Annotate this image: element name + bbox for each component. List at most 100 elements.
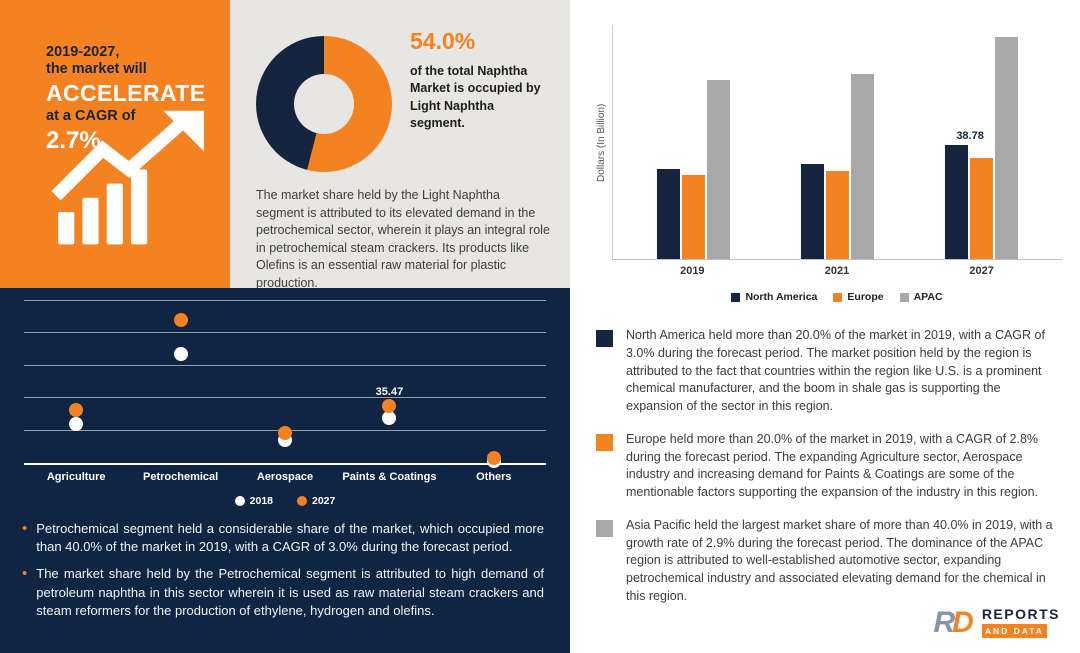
region-note-1: North America held more than 20.0% of th… <box>596 327 1058 416</box>
promo-cagr-value: 2.7% <box>46 127 101 155</box>
scatter-legend: 2018 2027 <box>24 495 546 507</box>
scatter-chart: 35.47 Agriculture Petrochemical Aerospace P… <box>24 300 546 507</box>
bar-plot-area: 38.78 <box>612 25 1062 260</box>
segment-insights: • Petrochemical segment held a considerab… <box>22 520 544 620</box>
region-note-text: North America held more than 20.0% of th… <box>626 328 1045 413</box>
logo-line-and-data: AND DATA <box>981 624 1047 638</box>
bar-europe-2019 <box>681 175 705 259</box>
dot-2027-others <box>486 451 501 466</box>
bar-apac-2021 <box>850 74 874 259</box>
donut-chart <box>256 36 392 172</box>
donut-callout: 54.0% of the total Naphtha Market is occ… <box>410 26 550 132</box>
dot-2027-aerospace <box>278 426 293 441</box>
dot-2018-petrochemical <box>173 347 188 362</box>
logo-line-reports: REPORTS <box>981 606 1060 622</box>
bar-europe-2027 <box>970 158 994 259</box>
region-note-3: Asia Pacific held the largest market sha… <box>596 517 1058 606</box>
bar-group-2027: 38.78 <box>945 37 1019 259</box>
legend-swatch-europe <box>833 292 843 302</box>
bar-north-america-2021 <box>800 164 824 259</box>
gridline-100 <box>24 300 546 301</box>
bullet-icon: • <box>22 520 28 537</box>
legend-swatch-north-america <box>731 292 741 302</box>
scatter-col-paints-coatings: 35.47 <box>337 303 441 463</box>
bar-north-america-2019 <box>656 169 680 259</box>
scatter-col-others <box>442 303 546 468</box>
scatter-axis-label: Agriculture <box>46 471 106 483</box>
gridline-60 <box>24 364 546 366</box>
scatter-x-axis: Agriculture Petrochemical Aerospace Paints … <box>24 471 546 483</box>
legend-dot-2018 <box>234 496 245 506</box>
region-note-2: Europe held more than 20.0% of the marke… <box>596 431 1058 502</box>
bar-y-axis-label: Dollars (In Billion) <box>596 103 607 182</box>
donut-description: The market share held by the Light Napht… <box>256 188 550 290</box>
donut-panel: 54.0% of the total Naphtha Market is occ… <box>230 0 570 290</box>
logo-letter-d: D <box>952 606 974 639</box>
bar-axis-label: 2021 <box>824 265 850 277</box>
scatter-axis-label: Petrochemical <box>143 471 219 483</box>
scatter-axis-label: Paints & Coatings <box>342 471 437 483</box>
bar-value-label: 38.78 <box>956 130 984 142</box>
cagr-promo-panel: 2019-2027, the market will ACCELERATE at… <box>0 0 230 288</box>
promo-years: 2019-2027, <box>46 44 120 60</box>
legend-label: Europe <box>847 291 884 303</box>
promo-accelerate: ACCELERATE <box>46 80 206 107</box>
dot-2027-petrochemical <box>173 313 188 328</box>
bullet-icon: • <box>22 565 28 583</box>
logo-letter-r: R <box>933 606 955 639</box>
region-notes: North America held more than 20.0% of th… <box>596 327 1062 606</box>
legend-label: 2027 <box>312 495 336 507</box>
donut-row: 54.0% of the total Naphtha Market is occ… <box>256 26 550 172</box>
region-note-text: Asia Pacific held the largest market sha… <box>626 517 1053 603</box>
bar-x-axis: 2019 2021 2027 <box>612 265 1062 277</box>
bar-apac-2019 <box>706 80 730 259</box>
region-chip-orange <box>596 433 613 451</box>
legend-item-north-america: North America <box>731 291 817 303</box>
logo-mark-icon: RD <box>933 608 974 638</box>
insight-text: The market share held by the Petrochemic… <box>36 566 544 618</box>
bar-group-2019 <box>656 80 730 259</box>
top-row: 2019-2027, the market will ACCELERATE at… <box>0 0 570 290</box>
reports-and-data-logo: RD REPORTS AND DATA <box>933 607 1060 639</box>
legend-label: 2018 <box>249 495 273 507</box>
bar-axis-label: 2027 <box>969 265 994 277</box>
dot-2018-paints-coatings <box>382 410 397 425</box>
region-chip-gray <box>596 519 613 537</box>
bar-apac-2027 <box>995 37 1019 259</box>
promo-line-cagr: at a CAGR of <box>46 108 136 125</box>
bar-axis-label: 2019 <box>680 265 705 277</box>
growth-arrow-icon <box>51 110 204 245</box>
gridline-40 <box>24 397 546 399</box>
scatter-col-agriculture <box>24 303 128 463</box>
gridline-80 <box>24 332 546 334</box>
bar-group-2021 <box>800 74 874 259</box>
bar-europe-2021 <box>825 171 849 259</box>
legend-label: North America <box>745 291 818 303</box>
promo-line-market: the market will <box>46 61 147 78</box>
bar-chart-main: 38.78 2019 2021 2027 North America Europe AP… <box>612 25 1062 303</box>
scatter-axis-label: Others <box>476 471 512 483</box>
legend-item-2027: 2027 <box>297 495 335 507</box>
legend-item-apac: APAC <box>899 291 943 303</box>
insight-bullet-2: • The market share held by the Petrochemi… <box>22 565 544 620</box>
insight-bullet-1: • Petrochemical segment held a considerab… <box>22 520 544 556</box>
legend-item-2018: 2018 <box>234 495 273 507</box>
scatter-axis-label: Aerospace <box>256 471 314 483</box>
dot-value-label: 35.47 <box>375 385 404 398</box>
insight-text: Petrochemical segment held a considerabl… <box>36 521 544 555</box>
legend-dot-2027 <box>297 496 307 506</box>
regional-bar-chart: Dollars (In Billion) 38.78 2019 2021 2027 … <box>596 25 1062 303</box>
logo-text: REPORTS AND DATA <box>981 606 1060 639</box>
scatter-col-aerospace <box>233 303 337 463</box>
bar-north-america-2027: 38.78 <box>945 130 984 259</box>
legend-swatch-apac <box>899 292 909 302</box>
dot-2018-agriculture <box>69 417 84 432</box>
donut-headline: of the total Naphtha Market is occupied … <box>410 64 541 130</box>
donut-percentage: 54.0% <box>410 28 476 54</box>
dot-2027-agriculture <box>69 402 84 417</box>
scatter-plot-area: 35.47 <box>24 300 546 468</box>
dot-2027-paints-coatings: 35.47 <box>376 386 403 413</box>
legend-item-europe: Europe <box>833 291 884 303</box>
legend-label: APAC <box>913 291 943 303</box>
